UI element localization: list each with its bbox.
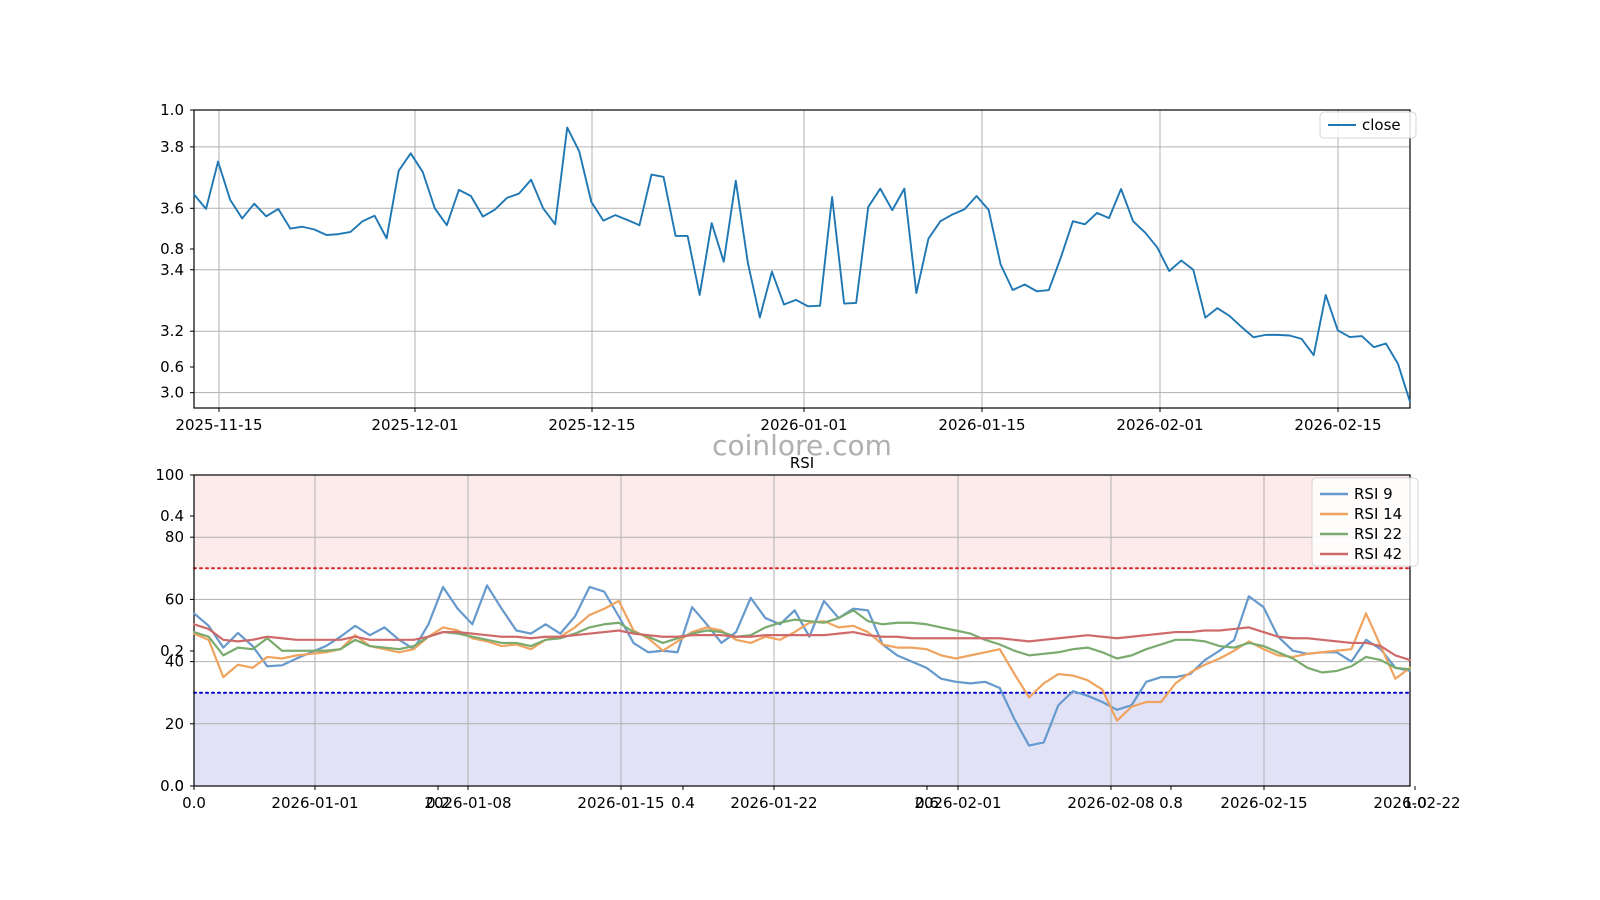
rsi-line-rsi-22	[192, 609, 1412, 674]
rsi-overlay-x-tick-label: 0.2	[426, 794, 450, 812]
rsi-y-tick-label: 80	[165, 528, 184, 546]
rsi-legend[interactable]	[1311, 477, 1419, 567]
price-x-tick-label: 2025-12-01	[371, 416, 458, 434]
rsi-y-tick-label: 100	[155, 466, 184, 484]
rsi-line-rsi-14	[192, 599, 1412, 722]
price-x-tick-label: 2026-01-01	[760, 416, 847, 434]
rsi-legend-label-2: RSI 22	[1354, 525, 1402, 543]
rsi-axes-frame	[193, 474, 1411, 787]
rsi-overlay-x-tick-label: 1.0	[1403, 794, 1427, 812]
rsi-y-tick-label: 0	[174, 777, 184, 795]
rsi-overlay-y-tick-label: 0.4	[160, 507, 184, 525]
price-x-tick-label: 2026-02-15	[1294, 416, 1381, 434]
price-y-tick-label: 3.4	[160, 261, 184, 279]
price-x-tick-label: 2025-11-15	[175, 416, 262, 434]
rsi-overlay-x-tick-label: 0.8	[1159, 794, 1183, 812]
watermark-text: coinlore.com	[712, 429, 892, 462]
price-y-tick-label: 3.0	[160, 384, 184, 402]
rsi-y-tick-label: 20	[165, 715, 184, 733]
price-x-tick-label: 2026-01-15	[938, 416, 1025, 434]
rsi-oversold-band	[194, 692, 1410, 786]
price-close-line	[193, 126, 1411, 403]
rsi-panel-title: RSI	[790, 454, 814, 472]
price-overlay-y-tick-label: 1.0	[160, 101, 184, 119]
rsi-panel	[190, 474, 1416, 790]
rsi-x-tick-label: 2026-02-01	[914, 794, 1001, 812]
rsi-legend-label-0: RSI 9	[1354, 485, 1393, 503]
price-overlay-y-tick-label: 0.8	[160, 240, 184, 258]
price-y-tick-label: 3.6	[160, 199, 184, 217]
rsi-overlay-y-tick-label: 0.2	[160, 642, 184, 660]
rsi-legend-label-1: RSI 14	[1354, 505, 1402, 523]
rsi-y-tick-label: 40	[165, 653, 184, 671]
rsi-x-tick-label: 2026-01-08	[424, 794, 511, 812]
rsi-y-tick-label: 60	[165, 590, 184, 608]
rsi-overlay-x-tick-label: 0.0	[182, 794, 206, 812]
rsi-line-rsi-9	[192, 584, 1412, 747]
price-plot-bg	[194, 110, 1410, 408]
price-y-tick-label: 3.8	[160, 138, 184, 156]
rsi-x-tick-label: 2026-02-22	[1373, 794, 1460, 812]
price-panel	[190, 109, 1411, 412]
price-legend-label: close	[1362, 116, 1401, 134]
rsi-x-tick-label: 2026-01-22	[730, 794, 817, 812]
rsi-x-tick-label: 2026-01-15	[577, 794, 664, 812]
price-overlay-y-tick-label: 0.6	[160, 358, 184, 376]
rsi-overbought-band	[194, 475, 1410, 569]
rsi-line-rsi-42	[192, 623, 1412, 662]
price-legend-box	[1319, 111, 1417, 139]
rsi-overlay-y-tick-label: 0.0	[160, 777, 184, 795]
price-axes-frame	[193, 109, 1411, 409]
price-legend[interactable]	[1319, 111, 1417, 139]
rsi-legend-box	[1311, 477, 1419, 567]
rsi-x-tick-label: 2026-01-01	[271, 794, 358, 812]
rsi-legend-label-3: RSI 42	[1354, 545, 1402, 563]
rsi-overlay-x-tick-label: 0.6	[915, 794, 939, 812]
rsi-overlay-x-tick-label: 0.4	[671, 794, 695, 812]
price-x-tick-label: 2025-12-15	[548, 416, 635, 434]
price-y-tick-label: 3.2	[160, 322, 184, 340]
price-x-tick-label: 2026-02-01	[1116, 416, 1203, 434]
rsi-x-tick-label: 2026-02-08	[1067, 794, 1154, 812]
rsi-x-tick-label: 2026-02-15	[1220, 794, 1307, 812]
